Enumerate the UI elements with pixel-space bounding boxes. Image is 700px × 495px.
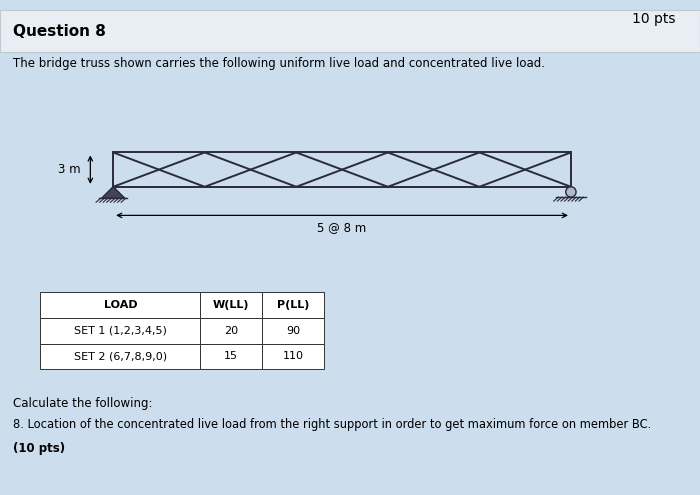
- Text: 5 @ 8 m: 5 @ 8 m: [317, 221, 367, 234]
- Text: 3 m: 3 m: [58, 163, 81, 176]
- Text: SET 2 (6,7,8,9,0): SET 2 (6,7,8,9,0): [74, 351, 167, 361]
- Text: P(LL): P(LL): [276, 300, 309, 310]
- Text: LOAD: LOAD: [104, 300, 137, 310]
- Bar: [41, 344, 200, 369]
- Text: 15: 15: [224, 351, 238, 361]
- Bar: [200, 292, 262, 318]
- Text: 110: 110: [282, 351, 303, 361]
- Circle shape: [566, 187, 576, 197]
- Polygon shape: [102, 187, 125, 198]
- Text: 20: 20: [224, 326, 238, 336]
- Text: W(LL): W(LL): [213, 300, 249, 310]
- Text: 10 pts: 10 pts: [632, 12, 676, 26]
- Bar: [262, 318, 323, 344]
- Bar: [262, 292, 323, 318]
- Text: SET 1 (1,2,3,4,5): SET 1 (1,2,3,4,5): [74, 326, 167, 336]
- Text: 8. Location of the concentrated live load from the right support in order to get: 8. Location of the concentrated live loa…: [13, 418, 651, 431]
- Bar: [41, 318, 200, 344]
- Bar: [200, 344, 262, 369]
- Text: (10 pts): (10 pts): [13, 442, 64, 454]
- Text: 90: 90: [286, 326, 300, 336]
- Bar: [41, 292, 200, 318]
- Bar: [262, 344, 323, 369]
- Bar: [200, 318, 262, 344]
- Text: Calculate the following:: Calculate the following:: [13, 397, 152, 410]
- Text: Question 8: Question 8: [13, 24, 106, 39]
- Text: The bridge truss shown carries the following uniform live load and concentrated : The bridge truss shown carries the follo…: [13, 57, 545, 70]
